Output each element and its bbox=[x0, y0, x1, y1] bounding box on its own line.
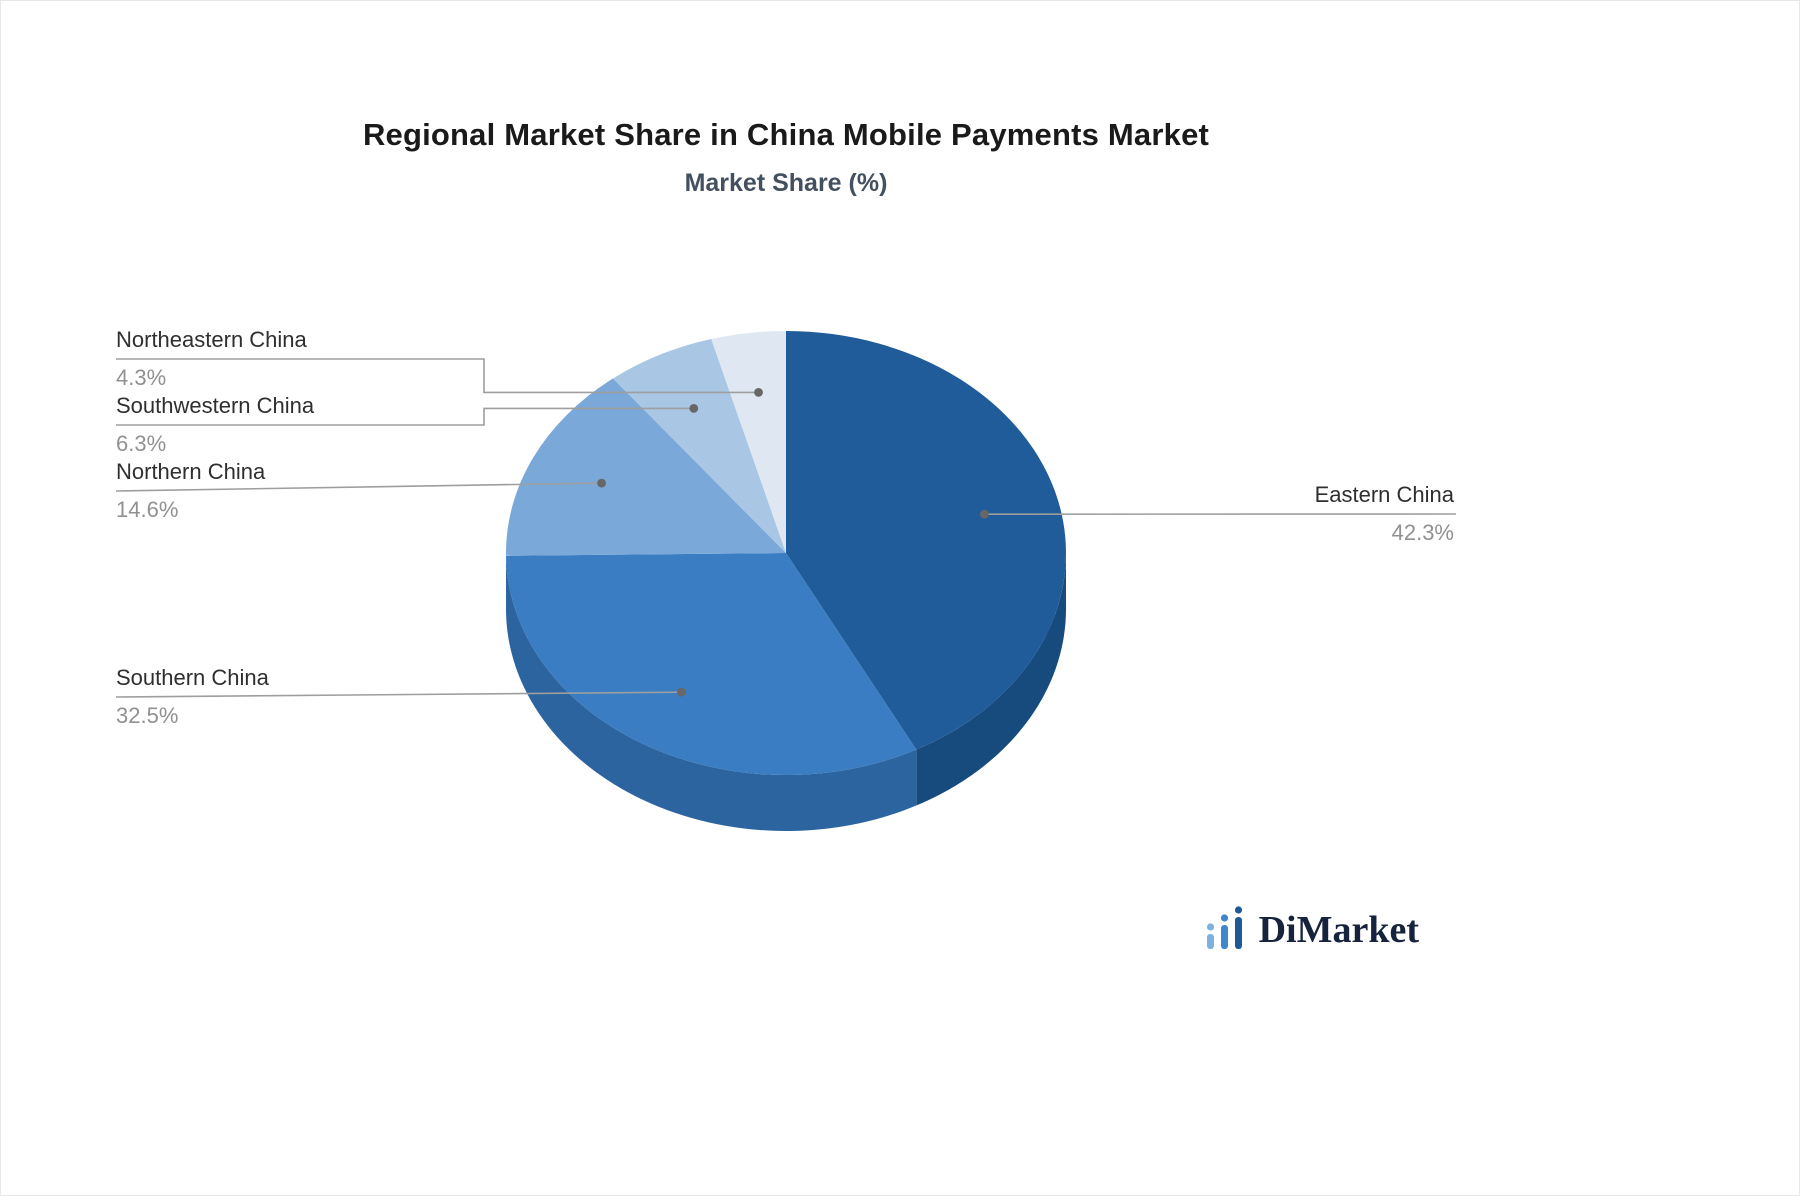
slice-percent-eastern: 42.3% bbox=[1391, 520, 1454, 545]
slice-label-northeastern: Northeastern China bbox=[116, 327, 307, 352]
callout-northeastern-china: Northeastern China 4.3% bbox=[116, 325, 307, 392]
chart-title: Regional Market Share in China Mobile Pa… bbox=[362, 117, 1210, 152]
chart-subtitle: Market Share (%) bbox=[684, 169, 888, 197]
label-connector-dot-southwestern-china bbox=[689, 404, 699, 413]
pie-slice-eastern-china[interactable] bbox=[786, 331, 1066, 750]
pie-slice-southern-china[interactable] bbox=[506, 553, 917, 776]
callout-southwestern-china: Southwestern China 6.3% bbox=[116, 391, 314, 458]
slice-percent-northern: 14.6% bbox=[116, 497, 179, 522]
label-connector-southern-china bbox=[115, 691, 682, 698]
label-connector-dot-eastern-china bbox=[980, 509, 989, 519]
pie-slice-side-southern-china bbox=[506, 555, 917, 831]
label-connector-northeastern-china bbox=[116, 358, 759, 394]
slice-label-southern: Southern China bbox=[116, 665, 269, 690]
slice-percent-southern: 32.5% bbox=[116, 703, 179, 728]
slice-percent-southwestern: 6.3% bbox=[116, 431, 167, 456]
label-connector-southwestern-china bbox=[116, 407, 694, 426]
brand-logo: DiMarket bbox=[1205, 904, 1419, 952]
brand-logo-icon bbox=[1206, 906, 1242, 949]
pie-slice-side-eastern-china bbox=[916, 553, 1066, 806]
callout-eastern-china: Eastern China 42.3% bbox=[1315, 480, 1454, 547]
label-connector-northern-china bbox=[115, 482, 602, 492]
label-connector-dot-northern-china bbox=[597, 478, 606, 488]
pie-slice-northeastern-china[interactable] bbox=[711, 331, 786, 553]
slice-label-southwestern: Southwestern China bbox=[116, 393, 315, 418]
slice-label-eastern: Eastern China bbox=[1314, 482, 1454, 507]
slice-percent-northeastern: 4.3% bbox=[116, 365, 167, 390]
slice-label-northern: Northern China bbox=[116, 459, 266, 484]
callout-northern-china: Northern China 14.6% bbox=[116, 457, 265, 524]
callout-southern-china: Southern China 32.5% bbox=[116, 663, 269, 730]
pie-slice-northern-china[interactable] bbox=[506, 378, 786, 556]
brand-logo-text: DiMarket bbox=[1258, 909, 1419, 951]
label-connector-dot-northeastern-china bbox=[754, 388, 763, 397]
label-connector-dot-southern-china bbox=[677, 687, 686, 697]
